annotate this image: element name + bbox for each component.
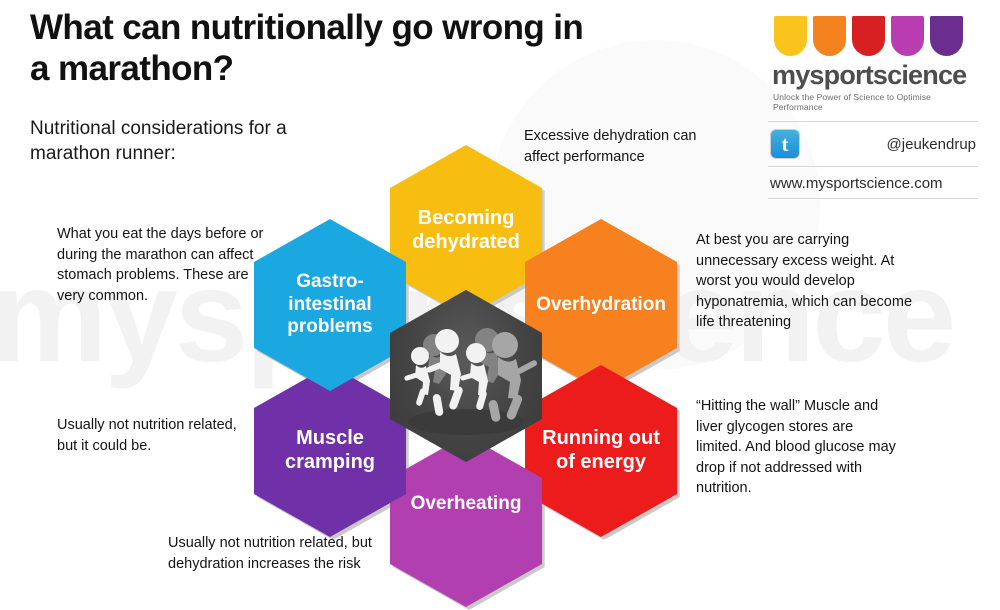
brand-block: mysportscience Unlock the Power of Scien… — [768, 16, 978, 199]
note-gastro-intestinal-problems: What you eat the days before or during t… — [57, 226, 264, 304]
divider-top — [768, 121, 978, 122]
logo-dot-red — [852, 16, 885, 56]
logo-dot-magenta — [891, 16, 924, 56]
hexagon-label: Muscle cramping — [284, 427, 376, 473]
website-url[interactable]: www.mysportscience.com — [770, 175, 943, 192]
logo-tagline: Unlock the Power of Science to Optimise … — [773, 92, 931, 112]
note-muscle-cramping: Usually not nutrition related, but it co… — [57, 417, 237, 454]
logo-dot-orange — [813, 16, 846, 56]
divider-middle — [768, 166, 978, 167]
note-becoming-dehydrated: Excessive dehydration can affect perform… — [524, 128, 697, 165]
note-overheating: Usually not nutrition related, but dehyd… — [168, 535, 372, 572]
logo-dot-purple — [930, 16, 963, 56]
page-title: What can nutritionally go wrong in a mar… — [30, 8, 584, 88]
page-subtitle: Nutritional considerations for a maratho… — [30, 118, 287, 165]
hexagon-label: Overheating — [410, 493, 522, 514]
hexagon-label: Running out of energy — [542, 427, 660, 473]
hexagon-label: Becoming dehydrated — [412, 207, 520, 253]
hexagon-label: Overhydration — [536, 293, 666, 315]
twitter-bird-icon[interactable]: t — [770, 129, 800, 159]
logo-wordmark: mysportscience — [772, 60, 967, 90]
runners-illustration — [404, 328, 538, 435]
logo-mark — [774, 16, 978, 56]
twitter-handle[interactable]: @jeukendrup — [886, 135, 976, 153]
divider-bottom — [768, 198, 978, 199]
hexagon-label: Gastro-intestinal problems — [287, 271, 373, 338]
note-overhydration: At best you are carrying unnecessary exc… — [696, 232, 913, 331]
logo-dot-yellow — [774, 16, 807, 56]
twitter-row[interactable]: t @jeukendrup — [768, 122, 978, 166]
note-running-out-of-energy: “Hitting the wall” Muscle and liver glyc… — [696, 398, 896, 497]
